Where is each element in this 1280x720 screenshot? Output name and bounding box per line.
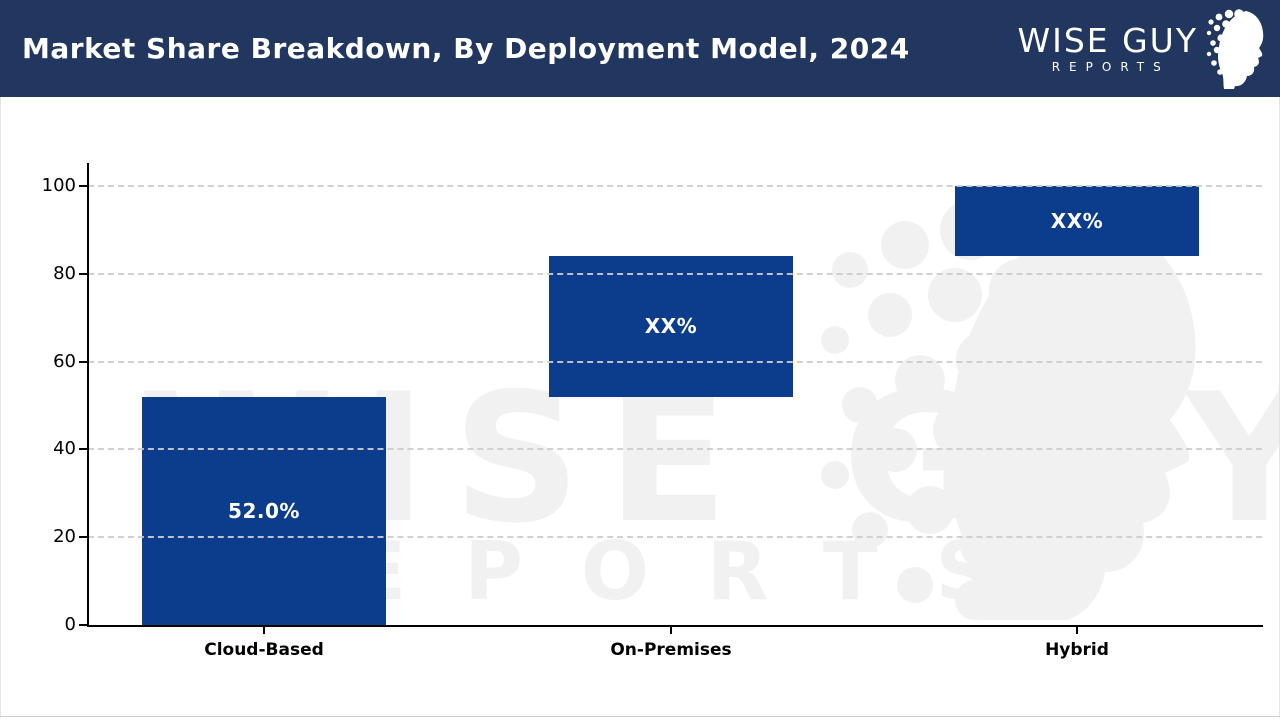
logo-tagline: REPORTS <box>1051 60 1170 75</box>
y-axis-spine <box>87 163 89 627</box>
grid-line <box>88 272 1262 275</box>
wiseguy-face-icon <box>1206 9 1264 89</box>
x-tick-label: Hybrid <box>1045 640 1109 660</box>
bar-on-premises: XX% <box>549 256 793 397</box>
header-bar: Market Share Breakdown, By Deployment Mo… <box>0 0 1280 97</box>
bar-value-label: 52.0% <box>228 498 300 523</box>
y-tick-mark <box>79 185 87 187</box>
y-tick-label: 80 <box>53 262 76 284</box>
page-title: Market Share Breakdown, By Deployment Mo… <box>22 32 910 65</box>
y-tick-label: 40 <box>53 438 76 460</box>
y-tick-mark <box>79 448 87 451</box>
bottom-hairline <box>0 716 1280 717</box>
x-tick-mark <box>263 627 265 634</box>
watermark-face-icon <box>821 200 1196 620</box>
y-tick-mark <box>79 272 87 275</box>
y-tick-label: 0 <box>64 614 76 635</box>
wiseguy-logo: WISE GUY REPORTS <box>1006 6 1266 92</box>
x-tick-mark <box>670 627 672 634</box>
bar-hybrid: XX% <box>955 186 1199 257</box>
y-tick-label: 100 <box>41 175 76 196</box>
y-tick-label: 60 <box>53 350 76 372</box>
grid-line <box>88 360 1262 363</box>
grid-line <box>88 448 1262 451</box>
grid-line <box>88 185 1262 187</box>
x-tick-label: Cloud-Based <box>204 640 324 660</box>
y-tick-label: 20 <box>53 526 76 548</box>
bar-cloud-based: 52.0% <box>142 396 386 625</box>
bar-value-label: XX% <box>1050 209 1104 234</box>
x-tick-mark <box>1076 627 1078 634</box>
y-tick-mark <box>79 360 87 363</box>
y-tick-mark <box>79 536 87 539</box>
bar-value-label: XX% <box>644 314 698 339</box>
grid-line <box>88 536 1262 539</box>
x-tick-label: On-Premises <box>610 640 732 660</box>
y-tick-mark <box>79 624 87 626</box>
x-axis-spine <box>87 625 1263 627</box>
logo-text: WISE GUY REPORTS <box>1017 20 1198 75</box>
logo-name: WISE GUY <box>1017 20 1198 60</box>
